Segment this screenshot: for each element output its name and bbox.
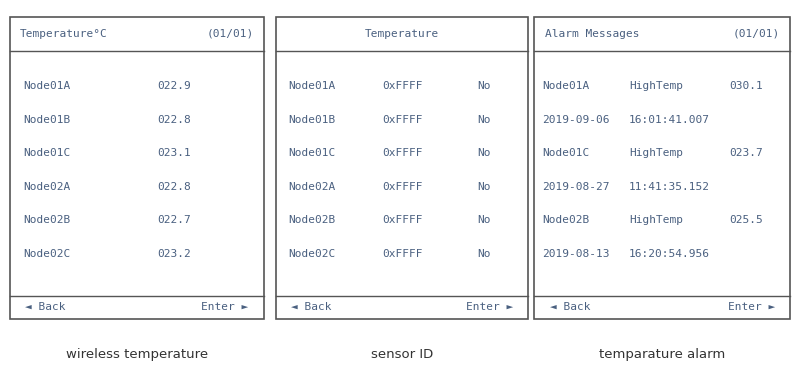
Text: Node01C: Node01C bbox=[542, 148, 590, 158]
Text: sensor ID: sensor ID bbox=[371, 348, 433, 361]
Text: No: No bbox=[478, 249, 491, 259]
Text: Node02C: Node02C bbox=[289, 249, 336, 259]
Text: Node01B: Node01B bbox=[23, 115, 71, 125]
Text: No: No bbox=[478, 215, 491, 225]
Text: temparature alarm: temparature alarm bbox=[599, 348, 726, 361]
Text: Node01B: Node01B bbox=[289, 115, 336, 125]
Bar bbox=[276, 17, 528, 319]
Text: Temperature°C: Temperature°C bbox=[20, 29, 107, 39]
Text: (01/01): (01/01) bbox=[733, 29, 780, 39]
Text: 0xFFFF: 0xFFFF bbox=[382, 249, 422, 259]
Text: ◄ Back: ◄ Back bbox=[550, 302, 590, 312]
Text: Node02C: Node02C bbox=[23, 249, 71, 259]
Text: 0xFFFF: 0xFFFF bbox=[382, 148, 422, 158]
Text: 2019-09-06: 2019-09-06 bbox=[542, 115, 610, 125]
Text: Enter ►: Enter ► bbox=[728, 302, 775, 312]
Text: 16:01:41.007: 16:01:41.007 bbox=[629, 115, 710, 125]
Text: 025.5: 025.5 bbox=[729, 215, 762, 225]
Text: Node01C: Node01C bbox=[289, 148, 336, 158]
Text: No: No bbox=[478, 148, 491, 158]
Text: 11:41:35.152: 11:41:35.152 bbox=[629, 182, 710, 192]
Text: 023.2: 023.2 bbox=[157, 249, 191, 259]
Text: HighTemp: HighTemp bbox=[629, 215, 683, 225]
Text: Node02A: Node02A bbox=[23, 182, 71, 192]
Text: 022.8: 022.8 bbox=[157, 182, 191, 192]
Text: Node02A: Node02A bbox=[289, 182, 336, 192]
Text: No: No bbox=[478, 182, 491, 192]
Text: 2019-08-13: 2019-08-13 bbox=[542, 249, 610, 259]
Text: Enter ►: Enter ► bbox=[466, 302, 513, 312]
Bar bbox=[534, 17, 790, 319]
Text: No: No bbox=[478, 115, 491, 125]
Text: No: No bbox=[478, 81, 491, 91]
Text: 2019-08-27: 2019-08-27 bbox=[542, 182, 610, 192]
Text: HighTemp: HighTemp bbox=[629, 81, 683, 91]
Text: 0xFFFF: 0xFFFF bbox=[382, 182, 422, 192]
Text: Node02B: Node02B bbox=[289, 215, 336, 225]
Text: 0xFFFF: 0xFFFF bbox=[382, 215, 422, 225]
Text: HighTemp: HighTemp bbox=[629, 148, 683, 158]
Text: 022.8: 022.8 bbox=[157, 115, 191, 125]
Text: 023.1: 023.1 bbox=[157, 148, 191, 158]
Text: ◄ Back: ◄ Back bbox=[291, 302, 332, 312]
Text: Temperature: Temperature bbox=[365, 29, 439, 39]
Text: 0xFFFF: 0xFFFF bbox=[382, 115, 422, 125]
Text: (01/01): (01/01) bbox=[206, 29, 254, 39]
Text: Node01A: Node01A bbox=[289, 81, 336, 91]
Text: Node01C: Node01C bbox=[23, 148, 71, 158]
Text: Enter ►: Enter ► bbox=[202, 302, 249, 312]
Text: Node02B: Node02B bbox=[542, 215, 590, 225]
Text: 023.7: 023.7 bbox=[729, 148, 762, 158]
Bar bbox=[10, 17, 264, 319]
Text: 022.7: 022.7 bbox=[157, 215, 191, 225]
Text: 030.1: 030.1 bbox=[729, 81, 762, 91]
Text: Node01A: Node01A bbox=[542, 81, 590, 91]
Text: 0xFFFF: 0xFFFF bbox=[382, 81, 422, 91]
Text: wireless temperature: wireless temperature bbox=[66, 348, 208, 361]
Text: Node02B: Node02B bbox=[23, 215, 71, 225]
Text: 16:20:54.956: 16:20:54.956 bbox=[629, 249, 710, 259]
Text: 022.9: 022.9 bbox=[157, 81, 191, 91]
Text: ◄ Back: ◄ Back bbox=[25, 302, 66, 312]
Text: Node01A: Node01A bbox=[23, 81, 71, 91]
Text: Alarm Messages: Alarm Messages bbox=[545, 29, 639, 39]
